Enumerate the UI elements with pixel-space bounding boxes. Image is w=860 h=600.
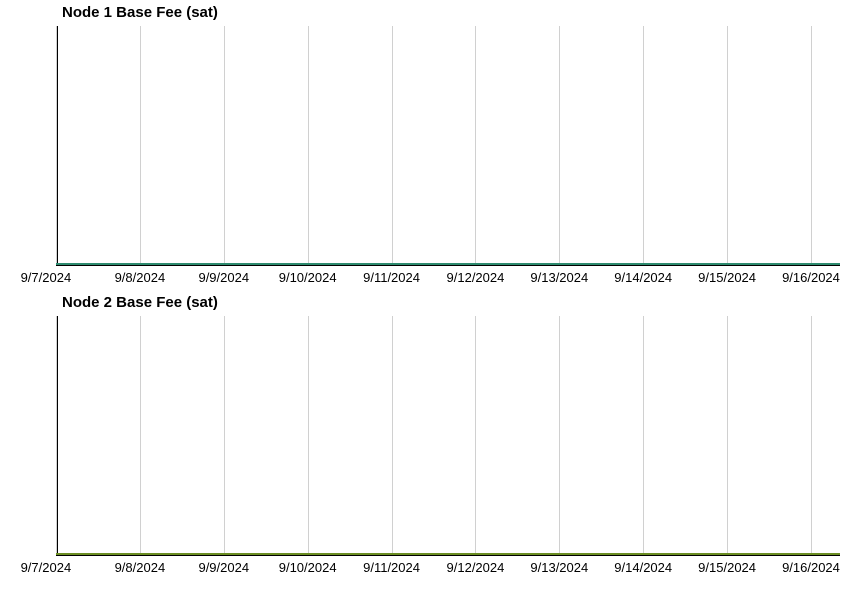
x-tick-label: 9/12/2024 xyxy=(447,270,505,285)
gridline xyxy=(475,26,476,266)
gridline xyxy=(392,316,393,556)
x-tick-label: 9/9/2024 xyxy=(198,560,249,575)
x-tick-label: 9/15/2024 xyxy=(698,560,756,575)
x-axis xyxy=(56,555,840,557)
x-tick-label: 9/9/2024 xyxy=(198,270,249,285)
x-labels-node2: 9/7/20249/8/20249/9/20249/10/20249/11/20… xyxy=(56,560,840,578)
panel-title: Node 1 Base Fee (sat) xyxy=(62,4,218,21)
x-axis xyxy=(56,265,840,267)
x-tick-label: 9/15/2024 xyxy=(698,270,756,285)
gridline xyxy=(643,26,644,266)
x-tick-label: 9/7/2024 xyxy=(21,270,72,285)
x-tick-label: 9/7/2024 xyxy=(21,560,72,575)
x-tick-label: 9/14/2024 xyxy=(614,560,672,575)
gridline xyxy=(140,316,141,556)
x-tick-label: 9/11/2024 xyxy=(363,270,420,285)
x-tick-label: 9/12/2024 xyxy=(447,560,505,575)
gridline xyxy=(727,26,728,266)
x-tick-label: 9/10/2024 xyxy=(279,560,337,575)
x-tick-label: 9/13/2024 xyxy=(530,560,588,575)
gridline xyxy=(811,316,812,556)
x-tick-label: 9/10/2024 xyxy=(279,270,337,285)
gridline xyxy=(475,316,476,556)
gridline xyxy=(811,26,812,266)
gridline xyxy=(392,26,393,266)
x-tick-label: 9/8/2024 xyxy=(115,270,166,285)
gridline xyxy=(224,316,225,556)
x-tick-label: 9/8/2024 xyxy=(115,560,166,575)
x-tick-label: 9/13/2024 xyxy=(530,270,588,285)
gridline xyxy=(224,26,225,266)
gridline xyxy=(643,316,644,556)
panel-node1: Node 1 Base Fee (sat) 9/7/2024 9/8/2024 9/… xyxy=(10,4,850,294)
x-tick-label: 9/11/2024 xyxy=(363,560,420,575)
charts-container: Node 1 Base Fee (sat) 9/7/2024 9/8/2024 9/… xyxy=(0,0,860,600)
panel-node2: Node 2 Base Fee (sat) 9/7/2024 9/8/2024 9/… xyxy=(10,294,850,584)
plot-area-node1 xyxy=(56,26,840,266)
x-tick-label: 9/16/2024 xyxy=(782,560,840,575)
x-labels-node1: 9/7/20249/8/20249/9/20249/10/20249/11/20… xyxy=(56,270,840,288)
gridline xyxy=(140,26,141,266)
panel-title: Node 2 Base Fee (sat) xyxy=(62,294,218,311)
gridline xyxy=(308,316,309,556)
gridline xyxy=(308,26,309,266)
gridline xyxy=(56,26,57,266)
gridline xyxy=(559,26,560,266)
gridline xyxy=(56,316,57,556)
gridline xyxy=(727,316,728,556)
x-tick-label: 9/14/2024 xyxy=(614,270,672,285)
plot-area-node2 xyxy=(56,316,840,556)
gridline xyxy=(559,316,560,556)
x-tick-label: 9/16/2024 xyxy=(782,270,840,285)
